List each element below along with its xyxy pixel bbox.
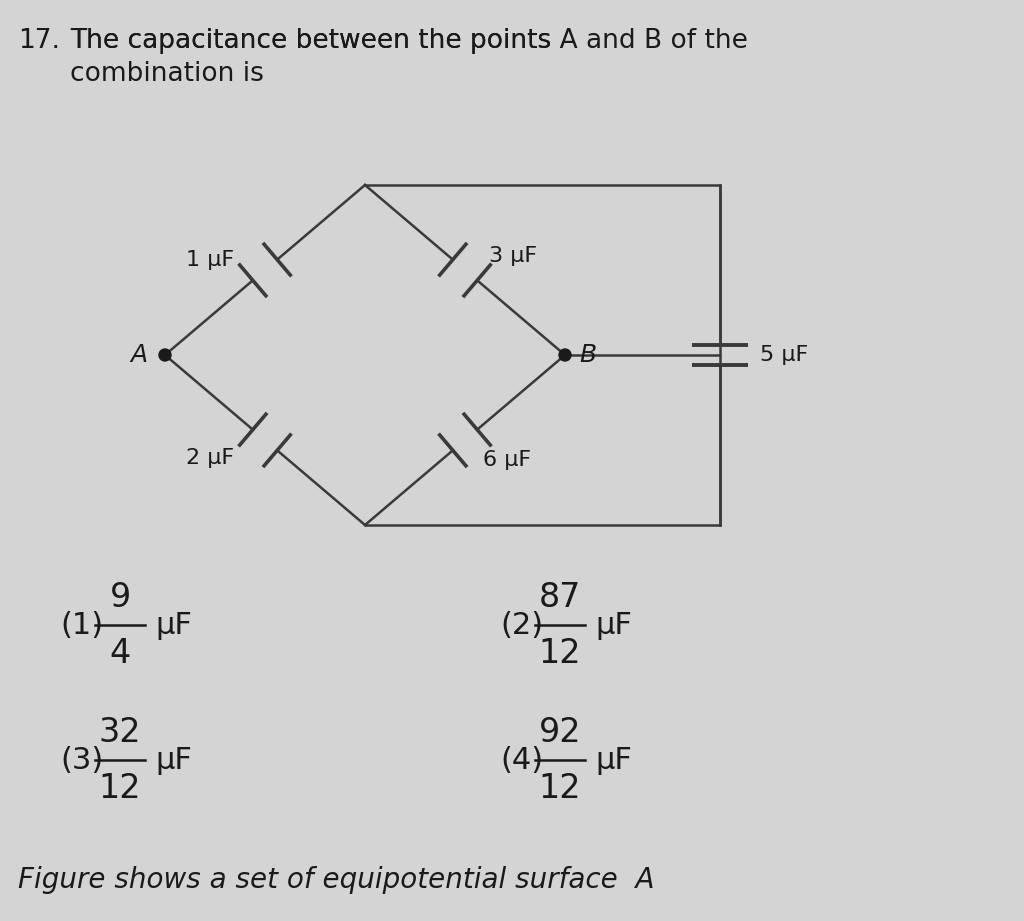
Text: (4): (4)	[500, 745, 543, 775]
Text: B: B	[579, 343, 596, 367]
Text: 32: 32	[98, 716, 141, 749]
Text: 3 μF: 3 μF	[488, 246, 537, 266]
Text: 9: 9	[110, 580, 131, 613]
Text: The capacitance between the points A and B of the: The capacitance between the points A and…	[70, 28, 748, 54]
Text: A: A	[130, 343, 147, 367]
Text: μF: μF	[155, 611, 191, 639]
Text: Figure shows a set of equipotential surface  A: Figure shows a set of equipotential surf…	[18, 866, 654, 894]
Text: 1 μF: 1 μF	[186, 250, 234, 270]
Text: (2): (2)	[500, 611, 543, 639]
Text: 6 μF: 6 μF	[483, 450, 531, 470]
Text: μF: μF	[595, 611, 632, 639]
Text: 12: 12	[98, 772, 141, 805]
Text: 12: 12	[539, 772, 582, 805]
Circle shape	[159, 349, 171, 361]
Text: 87: 87	[539, 580, 582, 613]
Circle shape	[559, 349, 571, 361]
Text: 12: 12	[539, 636, 582, 670]
Text: 4: 4	[110, 636, 131, 670]
Text: 5 μF: 5 μF	[760, 345, 808, 365]
Text: 17.: 17.	[18, 28, 60, 54]
Text: μF: μF	[155, 745, 191, 775]
Text: combination is: combination is	[70, 61, 264, 87]
Text: (3): (3)	[60, 745, 103, 775]
Text: μF: μF	[595, 745, 632, 775]
Text: (1): (1)	[60, 611, 103, 639]
Text: The capacitance between the points: The capacitance between the points	[70, 28, 560, 54]
Text: 2 μF: 2 μF	[186, 448, 234, 468]
Text: 92: 92	[539, 716, 582, 749]
